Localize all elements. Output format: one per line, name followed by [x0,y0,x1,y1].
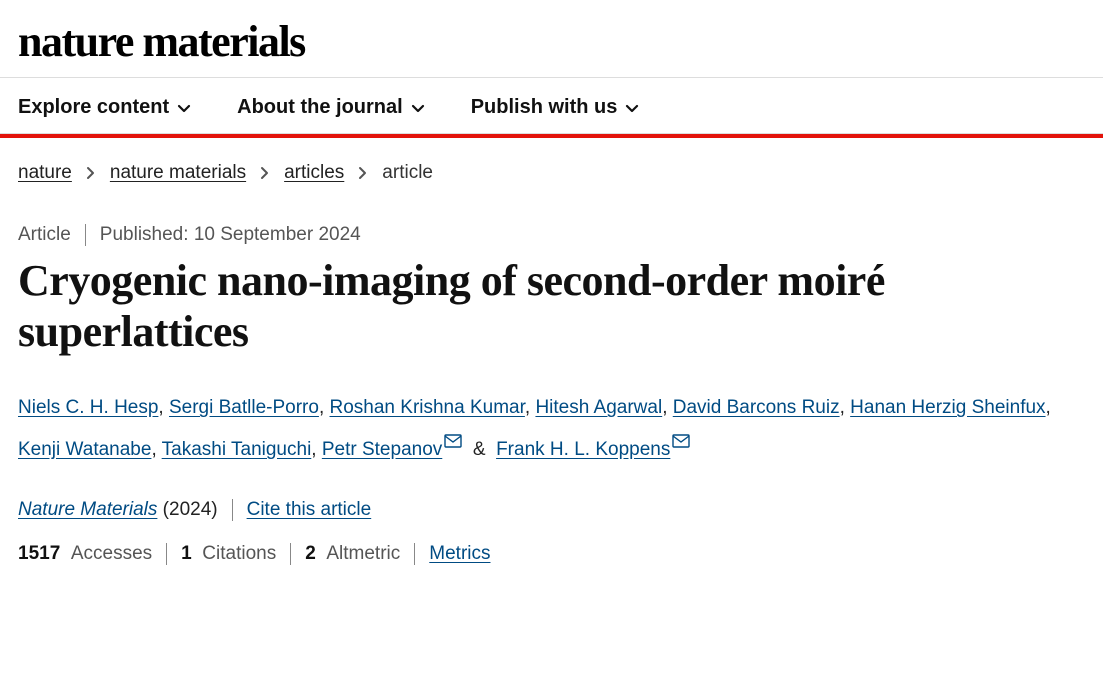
metric-label: Citations [202,543,276,564]
chevron-right-icon [358,166,368,180]
metric-altmetric: 2 Altmetric [305,543,400,565]
published-label: Published: [100,224,189,245]
metric-value: 1 [181,543,192,564]
cite-article-link[interactable]: Cite this article [247,499,372,521]
metric-label: Altmetric [326,543,400,564]
metric-label: Accesses [71,543,152,564]
nav-about-journal[interactable]: About the journal [237,96,423,119]
breadcrumb: nature nature materials articles article [0,138,1103,184]
article-title: Cryogenic nano-imaging of second-order m… [0,246,1103,357]
author-link[interactable]: Kenji Watanabe [18,439,151,460]
vertical-divider [290,543,291,565]
metrics-row: 1517 Accesses 1 Citations 2 Altmetric Me… [0,521,1103,585]
article-meta: Article Published: 10 September 2024 [0,184,1103,246]
vertical-divider [166,543,167,565]
nav-label: Explore content [18,96,169,119]
chevron-right-icon [260,166,270,180]
vertical-divider [232,499,233,521]
journal-year: (2024) [163,499,218,520]
nav-label: About the journal [237,96,403,119]
chevron-down-icon [177,102,189,114]
breadcrumb-link-nature[interactable]: nature [18,162,72,184]
chevron-right-icon [86,166,96,180]
author-link[interactable]: Takashi Taniguchi [162,439,312,460]
breadcrumb-link-journal[interactable]: nature materials [110,162,246,184]
mail-icon[interactable] [444,434,462,448]
journal-row: Nature Materials (2024) Cite this articl… [0,471,1103,521]
metrics-link[interactable]: Metrics [429,543,490,565]
author-link[interactable]: Frank H. L. Koppens [496,439,670,460]
metric-value: 2 [305,543,316,564]
breadcrumb-current: article [382,162,433,184]
author-list: Niels C. H. Hesp, Sergi Batlle-Porro, Ro… [0,357,1103,471]
author-link[interactable]: Petr Stepanov [322,439,442,460]
author-link[interactable]: Niels C. H. Hesp [18,397,158,418]
metric-accesses: 1517 Accesses [18,543,152,565]
nav-publish[interactable]: Publish with us [471,96,638,119]
published-date: Published: 10 September 2024 [100,224,361,246]
metric-value: 1517 [18,543,60,564]
nav-label: Publish with us [471,96,618,119]
nav-explore-content[interactable]: Explore content [18,96,189,119]
brand-logo[interactable]: nature materials [0,0,1103,77]
article-type: Article [18,224,71,246]
author-link[interactable]: Roshan Krishna Kumar [330,397,525,418]
main-nav: Explore content About the journal Publis… [0,78,1103,133]
journal-link[interactable]: Nature Materials [18,499,157,520]
vertical-divider [414,543,415,565]
author-link[interactable]: Hanan Herzig Sheinfux [850,397,1045,418]
mail-icon[interactable] [672,434,690,448]
author-link[interactable]: Hitesh Agarwal [535,397,662,418]
chevron-down-icon [625,102,637,114]
breadcrumb-link-articles[interactable]: articles [284,162,344,184]
metric-citations: 1 Citations [181,543,276,565]
published-value: 10 September 2024 [194,224,361,245]
vertical-divider [85,224,86,246]
chevron-down-icon [411,102,423,114]
author-link[interactable]: Sergi Batlle-Porro [169,397,319,418]
author-link[interactable]: David Barcons Ruiz [673,397,840,418]
